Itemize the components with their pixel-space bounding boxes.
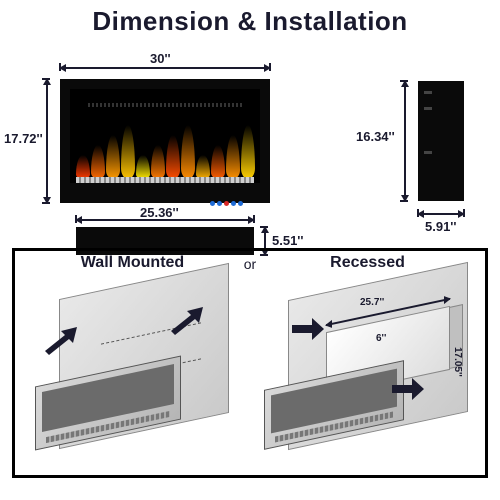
flame-icon xyxy=(226,135,240,179)
dim-line-side-depth xyxy=(418,213,464,215)
tick xyxy=(400,80,408,82)
dim-label-bar-width: 25.36'' xyxy=(140,205,179,220)
dim-label-bar-depth: 5.51'' xyxy=(272,233,303,248)
tick xyxy=(463,209,465,217)
flames xyxy=(70,119,260,179)
flame-icon xyxy=(136,155,150,179)
fireplace-screen xyxy=(70,89,260,183)
led-icon xyxy=(210,201,215,206)
side-slot-icon xyxy=(424,151,432,154)
side-slot-icon xyxy=(424,107,432,110)
flame-icon xyxy=(121,125,135,179)
wall-mounted-scene xyxy=(15,275,250,475)
tick xyxy=(42,78,50,80)
flame-icon xyxy=(151,145,165,179)
led-icon xyxy=(224,201,229,206)
wall-mounted-panel: Wall Mounted xyxy=(15,251,250,475)
tick xyxy=(417,209,419,217)
tick xyxy=(42,202,50,204)
tick xyxy=(269,63,271,71)
led-icon xyxy=(238,201,243,206)
vent-icon xyxy=(164,103,242,107)
tick xyxy=(75,215,77,223)
crystals xyxy=(76,177,254,183)
dim-label-side-depth: 5.91'' xyxy=(425,219,456,234)
flame-icon xyxy=(106,135,120,179)
page-title: Dimension & Installation xyxy=(0,0,500,37)
installation-section: or Wall Mounted Recessed xyxy=(12,248,488,478)
dim-label-front-height: 17.72'' xyxy=(4,131,43,146)
dim-label-front-width: 30'' xyxy=(150,51,171,66)
dim-line-side-height xyxy=(404,81,406,201)
fireplace-front-view xyxy=(60,79,270,203)
flame-icon xyxy=(91,145,105,179)
fireplace-side-view xyxy=(418,81,464,201)
flame-icon xyxy=(241,125,255,179)
dimension-section: 30'' 17.72'' 25.36'' 5.51'' xyxy=(0,41,500,259)
recessed-scene: 25.7'' 17.05'' 6'' xyxy=(250,275,485,475)
dim-line-front-width xyxy=(60,67,270,69)
led-icon xyxy=(231,201,236,206)
arrow-icon xyxy=(290,315,326,343)
tick xyxy=(253,215,255,223)
tick xyxy=(400,200,408,202)
recessed-panel: Recessed 25.7'' 17.05'' 6'' xyxy=(250,251,485,475)
arrow-icon xyxy=(390,375,426,403)
vent-icon xyxy=(88,103,166,107)
flame-icon xyxy=(166,135,180,179)
dim-label-recess-height: 17.05'' xyxy=(452,347,463,377)
dim-label-side-height: 16.34'' xyxy=(356,129,395,144)
dim-label-recess-depth: 6'' xyxy=(376,333,386,344)
arrow-icon xyxy=(165,301,205,341)
flame-icon xyxy=(181,125,195,179)
dim-line-front-height xyxy=(46,79,48,203)
side-slot-icon xyxy=(424,91,432,94)
page: Dimension & Installation 30'' 17.72'' 25… xyxy=(0,0,500,500)
dim-label-recess-width: 25.7'' xyxy=(360,297,384,308)
flame-icon xyxy=(196,155,210,179)
tick xyxy=(59,63,61,71)
flame-icon xyxy=(76,155,90,179)
tick xyxy=(260,226,268,228)
led-icon xyxy=(217,201,222,206)
arrow-icon xyxy=(39,321,79,361)
control-panel xyxy=(208,193,258,199)
flame-icon xyxy=(211,145,225,179)
